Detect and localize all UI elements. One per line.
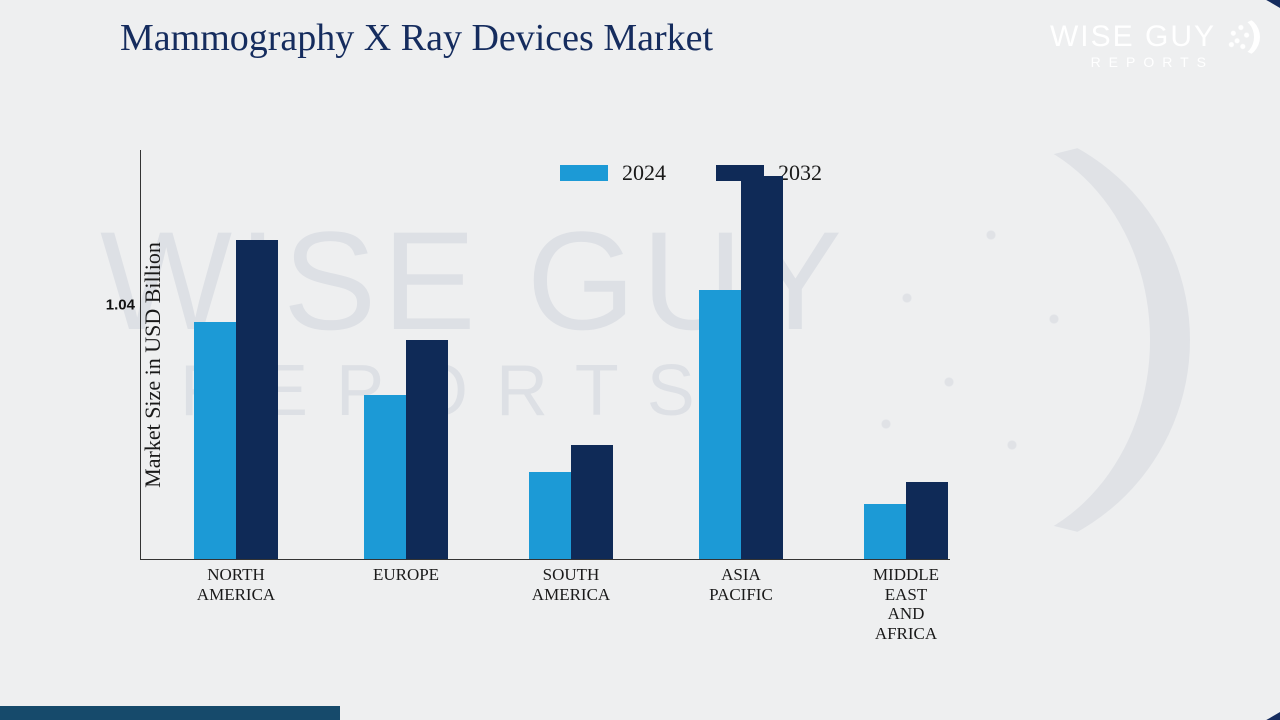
x-label-mea: MIDDLEEASTANDAFRICA [836,565,976,643]
bar-2032-north-america [236,240,278,559]
bar-2024-north-america [194,322,236,559]
y-tick-label: 1.04 [106,297,135,314]
brand-head-icon [1220,18,1258,56]
bar-group-north-america: NORTHAMERICA [181,240,291,559]
chart-area: Market Size in USD Billion 1.04 NORTHAME… [90,150,950,580]
brand-logo-sub: REPORTS [1050,54,1214,70]
bar-2024-europe [364,395,406,559]
bar-2032-europe [406,340,448,559]
brand-logo-main: WISE GUY [1050,18,1258,56]
footer-accent-bar [0,706,340,720]
x-label-south-america: SOUTHAMERICA [501,565,641,604]
x-label-asia-pacific: ASIAPACIFIC [671,565,811,604]
bar-group-mea: MIDDLEEASTANDAFRICA [851,482,961,559]
brand-logo-text: WISE GUY [1050,20,1216,54]
bar-group-asia-pacific: ASIAPACIFIC [686,176,796,559]
bar-2024-asia-pacific [699,290,741,559]
bar-2024-south-america [529,472,571,559]
bar-2032-asia-pacific [741,176,783,559]
report-canvas: WISE GUY REPORTS WISE GUY REPORTS Mammog… [0,0,1280,720]
plot-area: 1.04 NORTHAMERICA EUROPE SOUTHAMERICA AS… [140,150,950,560]
x-label-north-america: NORTHAMERICA [166,565,306,604]
brand-logo: WISE GUY REPORTS [1050,18,1258,70]
bar-group-europe: EUROPE [351,340,461,559]
bar-group-south-america: SOUTHAMERICA [516,445,626,559]
chart-title: Mammography X Ray Devices Market [120,16,713,60]
bar-2032-south-america [571,445,613,559]
bar-2024-mea [864,504,906,559]
bar-2032-mea [906,482,948,559]
x-label-europe: EUROPE [336,565,476,585]
